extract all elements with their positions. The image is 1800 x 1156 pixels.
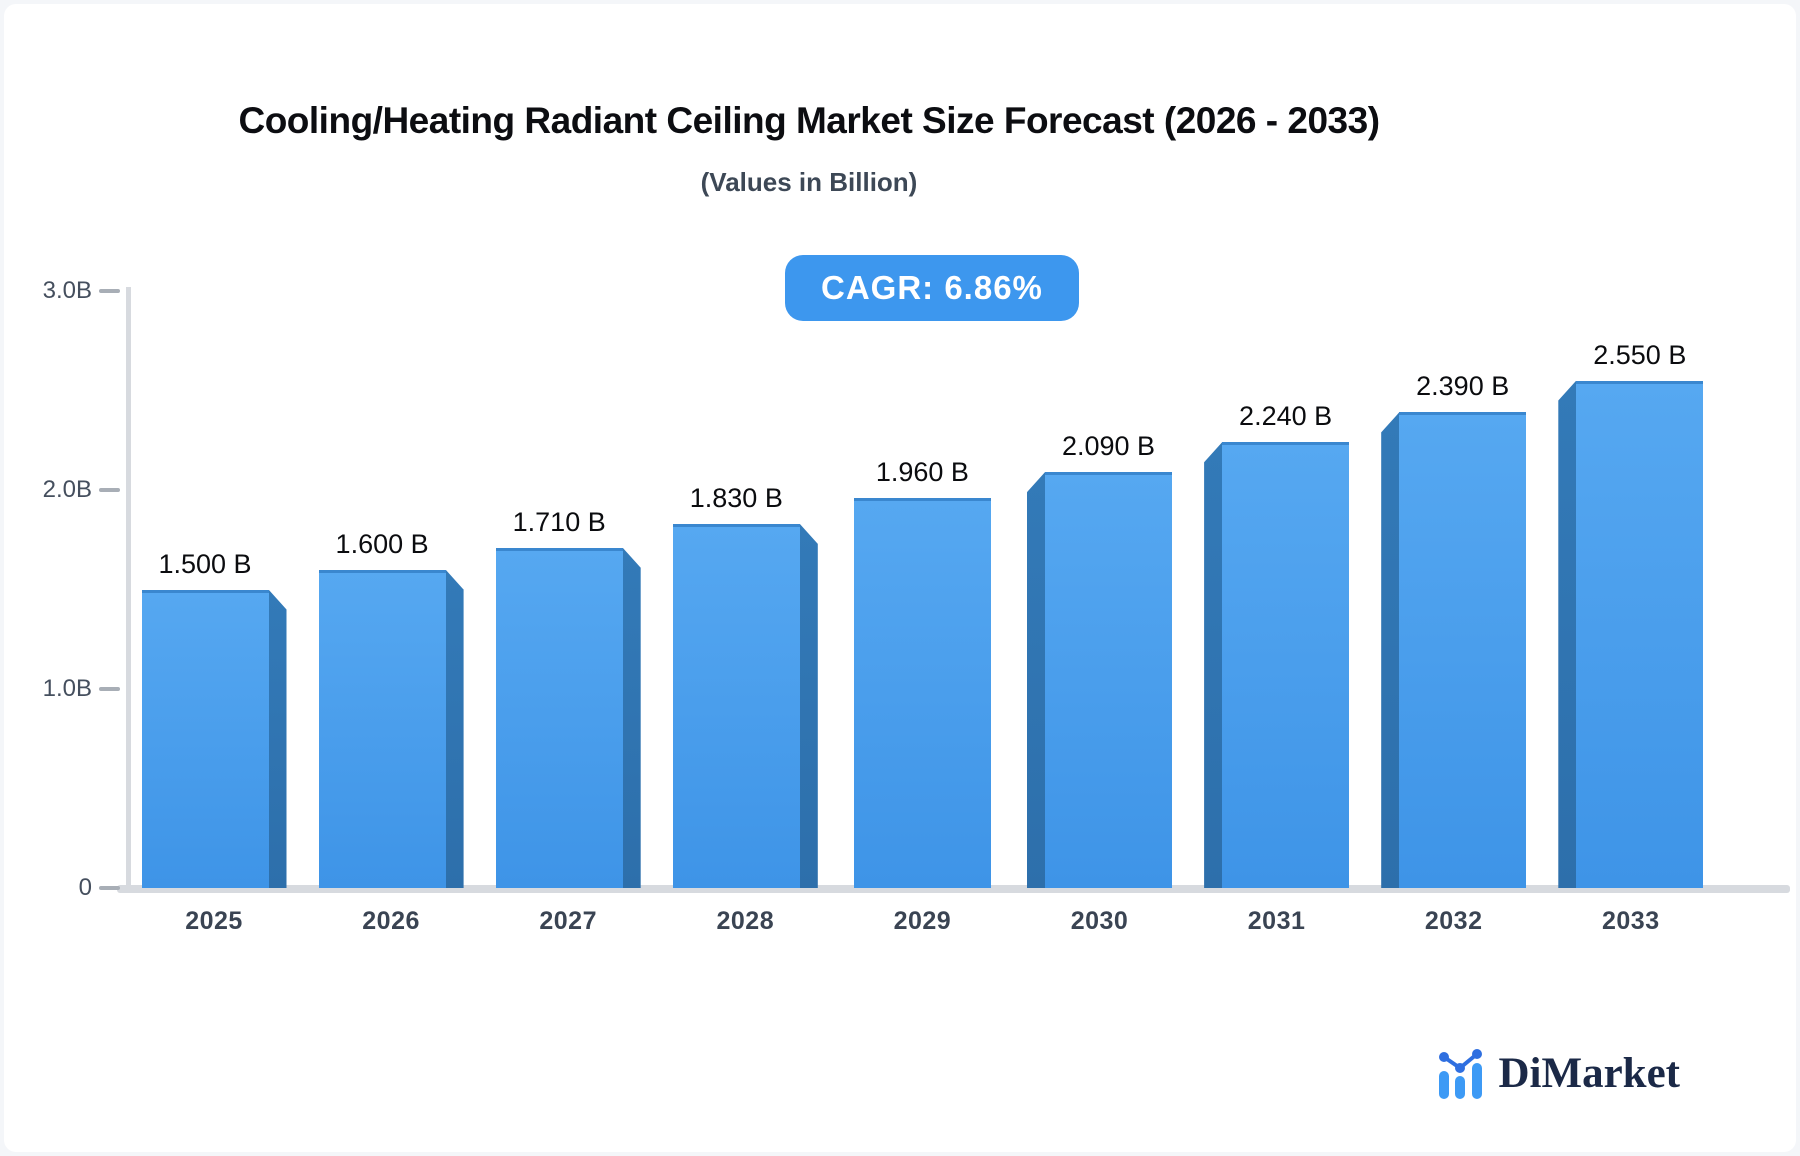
- x-axis-line: [117, 885, 1790, 893]
- bar-group-2025: [141, 589, 287, 888]
- bar-value-label: 2.390 B: [1416, 371, 1510, 402]
- x-axis-label-2032: 2032: [1424, 907, 1483, 935]
- bar-top-edge: [1222, 442, 1350, 446]
- bar-top-edge: [672, 523, 800, 527]
- bar-face: [1222, 442, 1350, 888]
- y-tick-mark: [99, 886, 120, 890]
- bar-group-2029: [853, 497, 991, 888]
- bar-value-label: 1.960 B: [875, 456, 969, 487]
- chart-card: Cooling/Heating Radiant Ceiling Market S…: [4, 4, 1796, 1152]
- bar-top-edge: [495, 547, 623, 551]
- y-tick-label: 1.0B: [42, 675, 92, 702]
- bar-top-edge: [318, 569, 446, 573]
- bar-value-label: 2.550 B: [1593, 339, 1687, 370]
- bar-top-edge: [1399, 412, 1527, 416]
- bar-face: [1399, 412, 1527, 888]
- logo-wordmark: DiMarket: [1498, 1049, 1681, 1097]
- bar-side-face: [1027, 472, 1045, 888]
- bar-group-2033: [1558, 380, 1704, 888]
- y-tick-label: 0: [78, 874, 92, 901]
- x-axis-label-2030: 2030: [1070, 907, 1129, 935]
- bar-value-label: 1.710 B: [512, 506, 606, 537]
- bar-face: [318, 569, 446, 888]
- y-tick-label: 2.0B: [42, 476, 92, 503]
- bar-top-edge: [1576, 380, 1704, 384]
- bar-value-label: 1.500 B: [158, 548, 252, 579]
- chart-title: Cooling/Heating Radiant Ceiling Market S…: [238, 100, 1380, 141]
- bar-face: [672, 523, 800, 888]
- x-axis-label-2033: 2033: [1601, 907, 1660, 935]
- x-axis-label-2029: 2029: [893, 907, 952, 935]
- bar-group-2026: [318, 569, 464, 888]
- bar-side-face: [445, 569, 464, 888]
- bar-value-label: 2.240 B: [1239, 401, 1333, 432]
- bar-side-face: [1558, 380, 1577, 888]
- y-tick-label: 3.0B: [42, 277, 92, 304]
- bar-group-2031: [1204, 442, 1350, 888]
- bar-group-2028: [672, 523, 818, 888]
- mini-bar-chart-icon: [1438, 1049, 1482, 1099]
- bar-side-face: [1204, 442, 1223, 888]
- bar-face: [141, 589, 269, 888]
- y-axis-line: [126, 287, 131, 888]
- bar-face: [1045, 472, 1172, 888]
- bar-group-2027: [495, 547, 641, 888]
- plot-area: 0 1.0B 2.0B 3.0B 1.500 B 1.600 B 1.710 B 1.830…: [4, 4, 1796, 1152]
- bar-value-label: 2.090 B: [1061, 431, 1156, 462]
- bar-top-edge: [1045, 472, 1172, 476]
- bar-top-edge: [141, 589, 269, 593]
- y-tick-mark: [99, 488, 120, 492]
- chart-subtitle: (Values in Billion): [700, 167, 918, 197]
- bar-top-edge: [853, 497, 991, 501]
- bar-side-face: [268, 589, 287, 888]
- x-axis-label-2031: 2031: [1247, 907, 1306, 935]
- bar-group-2032: [1381, 412, 1527, 888]
- x-axis-label-2027: 2027: [539, 907, 597, 935]
- x-axis-label-2028: 2028: [716, 907, 775, 935]
- bar-side-face: [622, 547, 641, 888]
- dimarket-logo: DiMarket: [1434, 1046, 1681, 1100]
- bar-face: [853, 497, 991, 888]
- bar-value-label: 1.600 B: [335, 528, 429, 559]
- cagr-badge: CAGR: 6.86%: [785, 255, 1079, 321]
- bar-group-2030: [1027, 472, 1172, 888]
- y-tick-mark: [99, 289, 120, 293]
- bar-face: [1576, 380, 1704, 888]
- bar-side-face: [799, 523, 818, 888]
- bar-value-label: 1.830 B: [689, 482, 783, 513]
- x-axis-label-2026: 2026: [362, 907, 420, 935]
- y-tick-mark: [99, 687, 120, 691]
- x-axis-label-2025: 2025: [185, 907, 243, 935]
- bar-face: [495, 547, 623, 888]
- bar-side-face: [1381, 412, 1400, 888]
